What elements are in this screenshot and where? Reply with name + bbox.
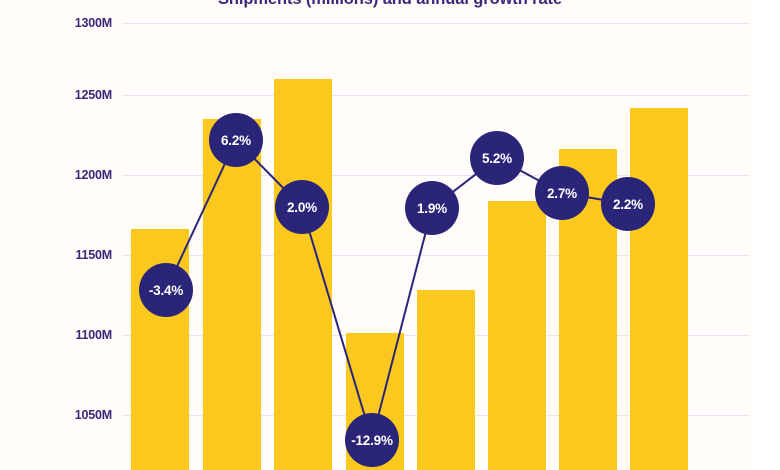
chart-title: Shipments (millions) and annual growth r… [0,0,780,9]
bar-2[interactable] [203,119,261,470]
page-right-margin [752,0,780,470]
y-axis-tick-1300: 1300M [74,16,112,30]
bar-3[interactable] [274,79,332,470]
y-axis-tick-1050: 1050M [74,408,112,422]
growth-marker-2[interactable]: 6.2% [209,113,263,167]
gridline-1250 [122,95,750,96]
gridline-1300 [122,23,750,24]
y-axis-tick-1200: 1200M [74,168,112,182]
growth-marker-3[interactable]: 2.0% [275,180,329,234]
growth-marker-4[interactable]: -12.9% [345,413,399,467]
bar-8[interactable] [630,107,688,470]
y-axis-tick-1150: 1150M [75,248,112,262]
bar-5[interactable] [417,290,475,470]
growth-marker-7[interactable]: 2.7% [535,166,589,220]
growth-marker-8[interactable]: 2.2% [601,177,655,231]
growth-marker-1[interactable]: -3.4% [139,263,193,317]
growth-marker-5[interactable]: 1.9% [405,181,459,235]
y-axis-tick-1250: 1250M [74,88,112,102]
growth-marker-6[interactable]: 5.2% [470,131,524,185]
y-axis-tick-1100: 1100M [75,328,112,342]
bar-6[interactable] [488,200,546,470]
